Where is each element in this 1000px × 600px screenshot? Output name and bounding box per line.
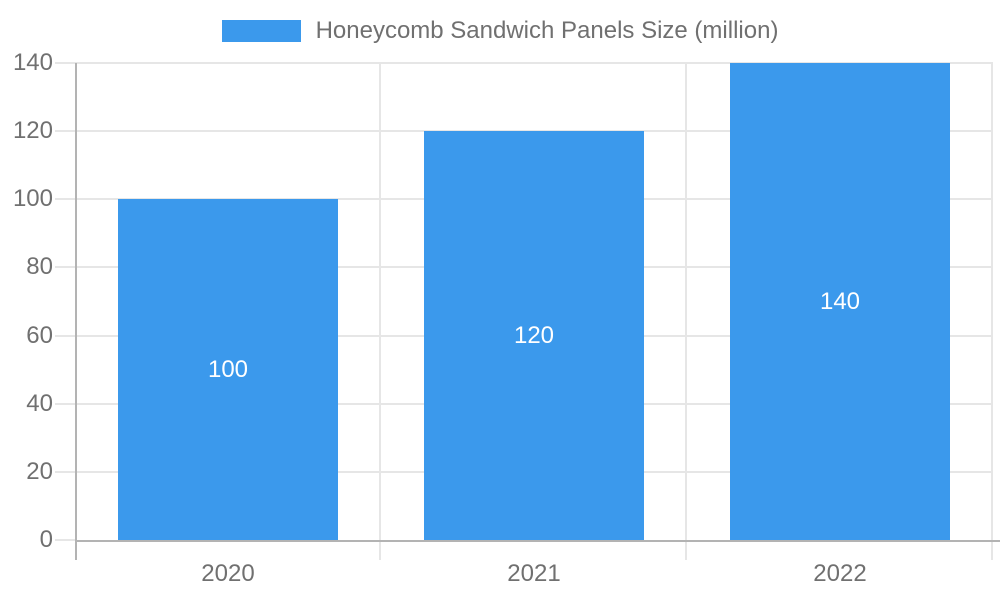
y-axis-tick-label: 80: [26, 253, 53, 281]
legend-series-label: Honeycomb Sandwich Panels Size (million): [315, 17, 779, 44]
bar: 120: [424, 131, 644, 540]
x-axis-tick-label: 2020: [201, 560, 255, 587]
y-tick-mark: [55, 334, 75, 337]
y-tick-mark: [55, 402, 75, 405]
y-axis-tick-label: 60: [26, 321, 53, 349]
x-axis-line: [75, 540, 1000, 542]
bar-value-label: 120: [513, 321, 555, 349]
y-tick-mark: [55, 266, 75, 269]
x-tick-mark: [379, 540, 381, 560]
y-axis-tick-label: 20: [26, 457, 53, 485]
bar: 140: [730, 63, 950, 540]
gridline-vertical: [379, 63, 381, 540]
y-tick-mark: [55, 470, 75, 473]
x-axis-tick-label: 2021: [507, 560, 561, 587]
gridline-vertical: [991, 63, 993, 540]
y-axis-tick-label: 100: [12, 185, 53, 213]
y-axis-tick-label: 120: [12, 117, 53, 145]
legend-swatch-icon: [221, 20, 301, 42]
y-axis-tick-label: 40: [26, 389, 53, 417]
x-tick-mark: [685, 540, 687, 560]
y-tick-mark: [55, 539, 75, 541]
y-axis-tick-label: 0: [39, 526, 53, 553]
bar-value-label: 100: [207, 355, 249, 383]
bar-value-label: 140: [819, 287, 861, 315]
y-tick-mark: [55, 62, 75, 64]
bar: 100: [118, 199, 338, 540]
y-tick-mark: [55, 130, 75, 133]
y-axis-tick-label: 140: [12, 49, 53, 76]
gridline-horizontal: [75, 130, 993, 133]
chart-legend: Honeycomb Sandwich Panels Size (million): [0, 19, 1000, 43]
y-tick-mark: [55, 198, 75, 201]
x-tick-mark: [991, 540, 993, 560]
plot-area: 0 20 40 60 80 100 120 140 100 2020 120 2021 140 2022: [13, 51, 1000, 586]
x-axis-tick-label: 2022: [813, 560, 867, 587]
gridline-horizontal: [75, 62, 993, 64]
gridline-vertical: [685, 63, 687, 540]
y-axis-line: [75, 63, 77, 560]
